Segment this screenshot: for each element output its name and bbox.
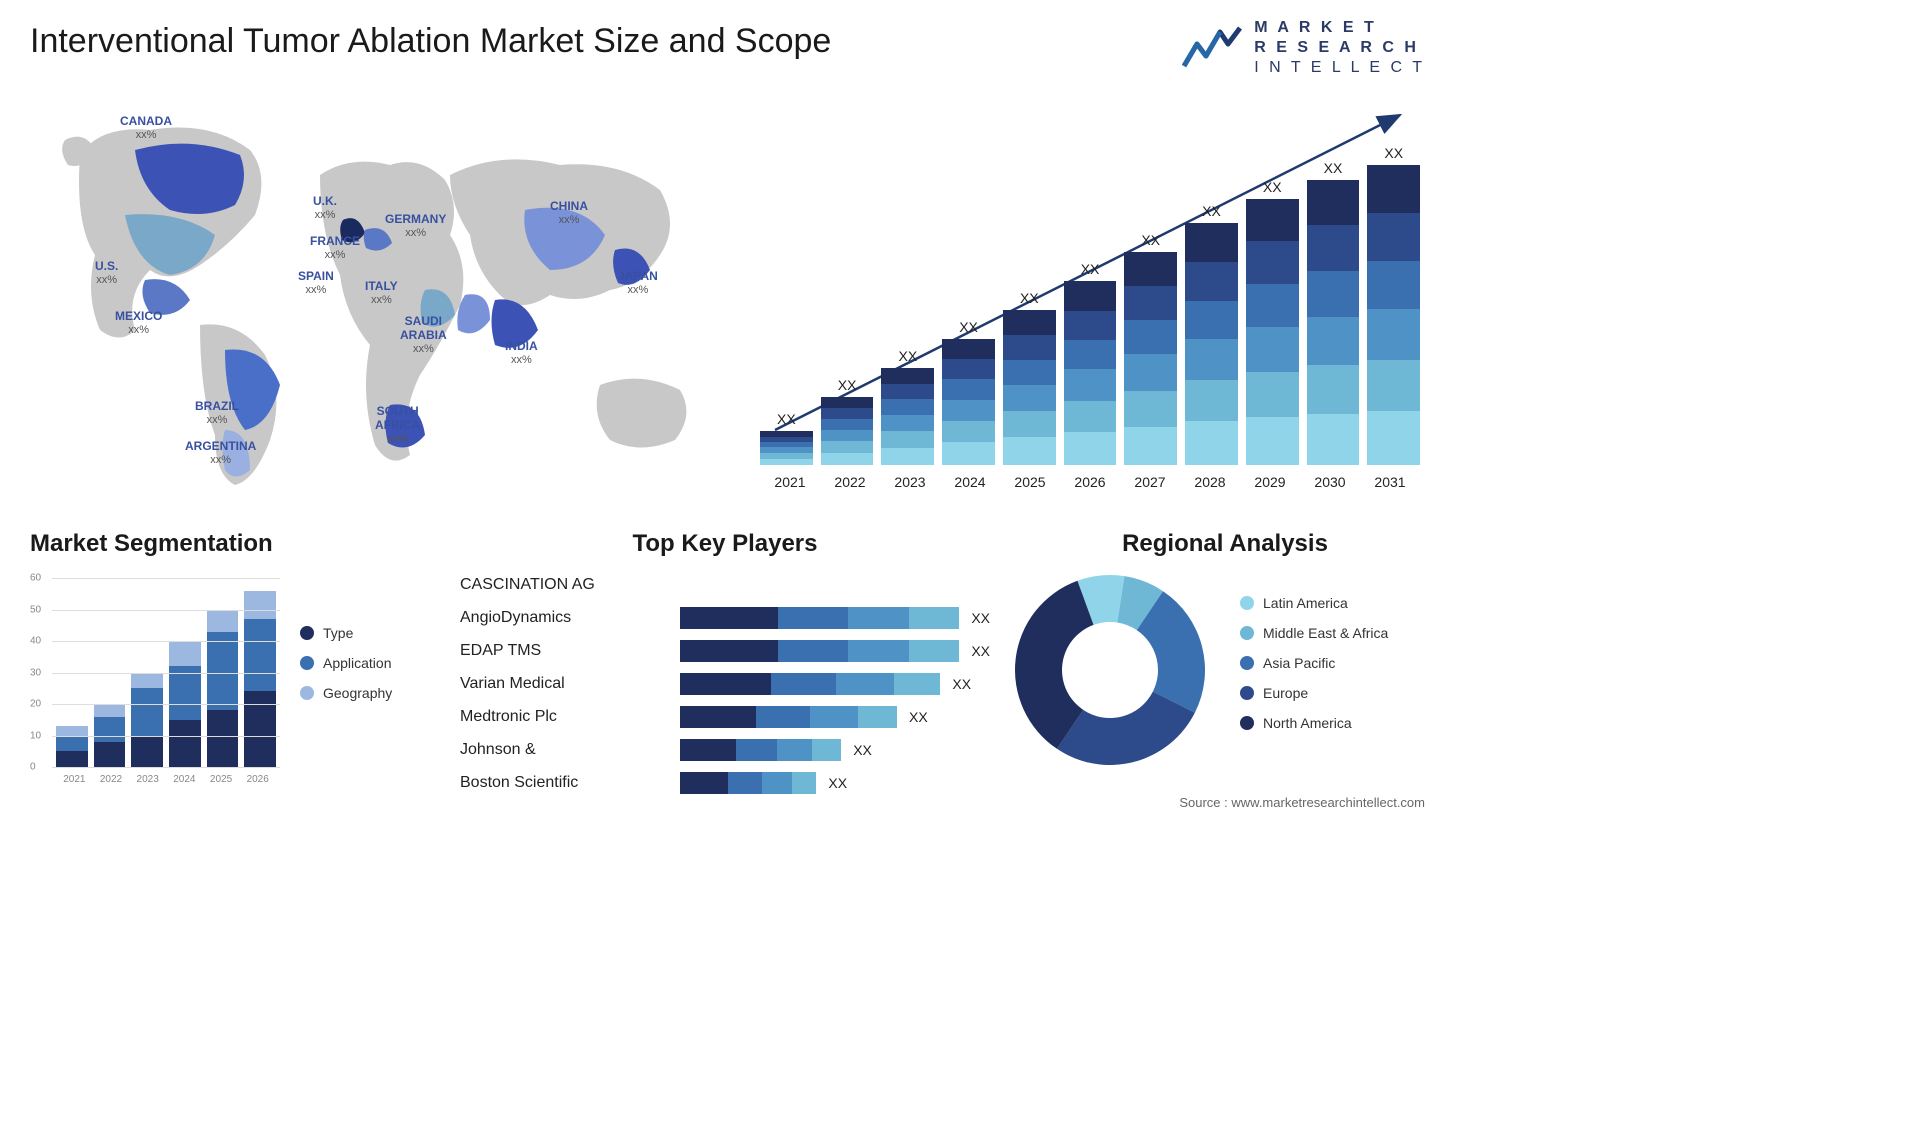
forecast-bar: XX — [881, 348, 934, 465]
forecast-bar: XX — [1367, 145, 1420, 465]
legend-item: North America — [1240, 715, 1388, 731]
forecast-bar: XX — [1124, 232, 1177, 465]
map-label: SAUDIARABIAxx% — [400, 315, 447, 355]
world-map: CANADAxx% U.S.xx% MEXICOxx% BRAZILxx% ARGENT… — [40, 95, 720, 495]
segmentation-bar — [244, 591, 276, 767]
segmentation-bar — [56, 726, 88, 767]
legend-item: Latin America — [1240, 595, 1388, 611]
forecast-bar: XX — [1064, 261, 1117, 465]
map-label: FRANCExx% — [310, 235, 360, 261]
segmentation-bar — [131, 673, 163, 768]
map-label: ARGENTINAxx% — [185, 440, 256, 466]
forecast-bar: XX — [1307, 160, 1360, 465]
regional-donut-chart — [1010, 570, 1210, 770]
forecast-bar: XX — [942, 319, 995, 465]
legend-item: Europe — [1240, 685, 1388, 701]
logo-text: M A R K E T R E S E A R C H I N T E L L … — [1254, 18, 1425, 78]
legend-item: Asia Pacific — [1240, 655, 1388, 671]
map-label: CHINAxx% — [550, 200, 588, 226]
player-row: Varian MedicalXX — [460, 669, 990, 699]
logo-mark-icon — [1182, 26, 1242, 70]
map-label: CANADAxx% — [120, 115, 172, 141]
forecast-bar: XX — [1246, 179, 1299, 465]
source-label: Source : www.marketresearchintellect.com — [1179, 795, 1425, 810]
regional-section: Regional Analysis Latin America Middle Ea… — [1010, 530, 1440, 770]
page-title: Interventional Tumor Ablation Market Siz… — [30, 22, 831, 61]
logo: M A R K E T R E S E A R C H I N T E L L … — [1182, 18, 1425, 78]
forecast-bar: XX — [1003, 290, 1056, 465]
forecast-bar: XX — [1185, 203, 1238, 465]
legend-item: Middle East & Africa — [1240, 625, 1388, 641]
map-label: U.K.xx% — [313, 195, 337, 221]
forecast-bar: XX — [760, 411, 813, 465]
map-label: ITALYxx% — [365, 280, 398, 306]
segmentation-legend: Type Application Geography — [300, 625, 392, 715]
legend-item: Geography — [300, 685, 392, 701]
segmentation-chart: 202120222023202420252026 0102030405060 — [30, 570, 280, 785]
map-label: INDIAxx% — [505, 340, 538, 366]
player-row: AngioDynamicsXX — [460, 603, 990, 633]
regional-legend: Latin America Middle East & Africa Asia Pa… — [1240, 595, 1388, 745]
segmentation-title: Market Segmentation — [30, 530, 440, 558]
legend-item: Application — [300, 655, 392, 671]
player-row: Johnson &XX — [460, 735, 990, 765]
players-title: Top Key Players — [460, 530, 990, 558]
map-label: SOUTHAFRICAxx% — [375, 405, 420, 445]
map-label: GERMANYxx% — [385, 213, 446, 239]
map-label: SPAINxx% — [298, 270, 334, 296]
regional-title: Regional Analysis — [1010, 530, 1440, 558]
map-label: BRAZILxx% — [195, 400, 239, 426]
player-row: Boston ScientificXX — [460, 768, 990, 798]
map-label: U.S.xx% — [95, 260, 118, 286]
legend-item: Type — [300, 625, 392, 641]
player-row: CASCINATION AG — [460, 570, 990, 600]
players-section: Top Key Players CASCINATION AGAngioDynam… — [460, 530, 990, 801]
segmentation-bar — [207, 610, 239, 767]
donut-slice — [1057, 692, 1195, 765]
player-row: EDAP TMSXX — [460, 636, 990, 666]
forecast-chart: XXXXXXXXXXXXXXXXXXXXXX 20212022202320242… — [760, 100, 1420, 490]
map-label: JAPANxx% — [618, 270, 658, 296]
segmentation-section: Market Segmentation 20212022202320242025… — [30, 530, 440, 785]
player-row: Medtronic PlcXX — [460, 702, 990, 732]
map-label: MEXICOxx% — [115, 310, 162, 336]
forecast-bar: XX — [821, 377, 874, 465]
